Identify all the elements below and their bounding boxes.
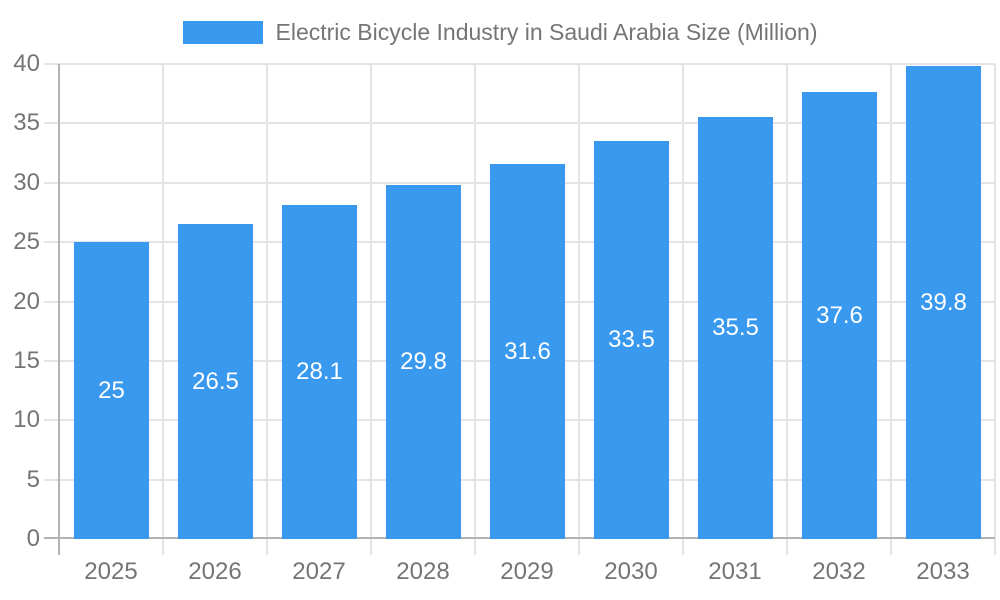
x-axis-label: 2025 [84, 558, 138, 585]
gridline-vertical [786, 64, 788, 555]
bar-2025[interactable] [74, 242, 149, 539]
gridline-vertical [162, 64, 164, 555]
x-axis-label: 2033 [916, 558, 970, 585]
bar-value-label: 35.5 [712, 314, 759, 341]
x-axis-label: 2032 [812, 558, 866, 585]
bar-2029[interactable] [490, 164, 565, 539]
y-axis-tick-label: 15 [13, 347, 40, 374]
y-axis-tick-label: 25 [13, 228, 40, 255]
x-axis-label: 2027 [292, 558, 346, 585]
legend[interactable]: Electric Bicycle Industry in Saudi Arabi… [0, 19, 1000, 45]
gridline-vertical [994, 64, 996, 555]
x-axis-label: 2026 [188, 558, 242, 585]
y-axis-tick-label: 5 [26, 466, 40, 493]
gridline-vertical [578, 64, 580, 555]
legend-label: Electric Bicycle Industry in Saudi Arabi… [275, 19, 818, 45]
bar-value-label: 33.5 [608, 326, 655, 353]
y-axis-tick-label: 30 [13, 169, 40, 196]
x-axis-label: 2030 [604, 558, 658, 585]
gridline-vertical [474, 64, 476, 555]
gridline-vertical [890, 64, 892, 555]
bar-value-label: 37.6 [816, 302, 863, 329]
gridline-horizontal [44, 122, 995, 124]
legend-swatch [182, 20, 263, 44]
bar-2028[interactable] [386, 185, 461, 539]
bar-value-label: 29.8 [400, 348, 447, 375]
y-axis-tick-label: 20 [13, 288, 40, 315]
bar-2033[interactable] [906, 66, 981, 539]
bar-value-label: 26.5 [192, 368, 239, 395]
y-axis-tick-label: 10 [13, 406, 40, 433]
bar-2026[interactable] [178, 224, 253, 539]
bar-value-label: 39.8 [920, 289, 967, 316]
bar-2030[interactable] [594, 141, 669, 539]
x-axis-label: 2029 [500, 558, 554, 585]
plot-area: 0 5 10 15 20 25 30 35 40 25 2025 26.5 2026 28.1 2027 29… [13, 50, 996, 585]
bar-value-label: 31.6 [504, 338, 551, 365]
x-axis-label: 2028 [396, 558, 450, 585]
bar-value-label: 28.1 [296, 358, 343, 385]
bar-2032[interactable] [802, 92, 877, 539]
gridline-horizontal [44, 63, 995, 65]
y-axis-tick-label: 0 [26, 525, 40, 552]
x-axis-label: 2031 [708, 558, 762, 585]
gridline-vertical [682, 64, 684, 555]
y-axis-tick-label: 35 [13, 109, 40, 136]
bar-2027[interactable] [282, 205, 357, 539]
bar-value-label: 25 [98, 377, 125, 404]
y-axis-line [58, 64, 60, 555]
gridline-vertical [370, 64, 372, 555]
y-axis-tick-label: 40 [13, 50, 40, 77]
gridline-vertical [266, 64, 268, 555]
bar-2031[interactable] [698, 117, 773, 539]
